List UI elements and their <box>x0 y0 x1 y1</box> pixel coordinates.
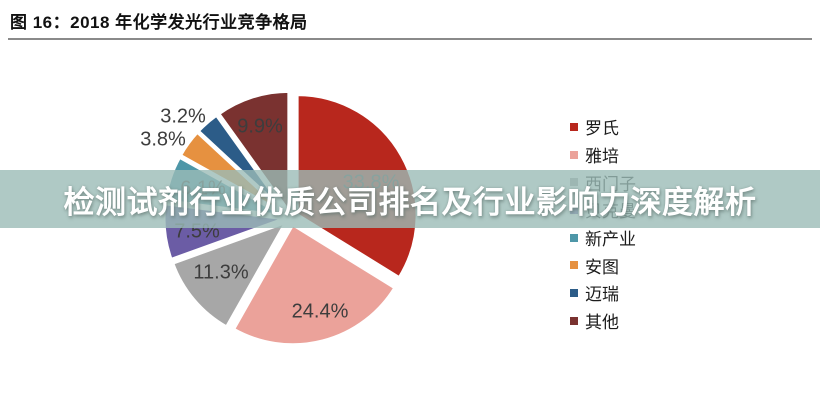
overlay-banner-text: 检测试剂行业优质公司排名及行业影响力深度解析 <box>63 184 757 220</box>
legend-swatch-icon <box>570 150 578 159</box>
legend-item-2: 雅培 <box>570 141 636 169</box>
legend-swatch-icon <box>570 288 578 297</box>
slice-label-7: 3.2% <box>160 105 206 127</box>
figure-title: 图 16：2018 年化学发光行业竞争格局 <box>10 13 308 32</box>
title-divider <box>8 38 812 40</box>
legend-swatch-icon <box>570 316 578 325</box>
overlay-banner: 检测试剂行业优质公司排名及行业影响力深度解析 <box>0 170 820 228</box>
legend-label: 雅培 <box>585 147 619 167</box>
legend-swatch-icon <box>570 233 578 242</box>
legend-label: 迈瑞 <box>585 285 619 305</box>
slice-label-6: 3.8% <box>140 128 186 150</box>
legend-label: 其他 <box>585 313 619 333</box>
legend-item-1: 罗氏 <box>570 113 636 141</box>
legend-swatch-icon <box>570 261 578 270</box>
legend-label: 新产业 <box>585 230 636 250</box>
legend-item-8: 其他 <box>570 307 636 335</box>
pie-slice-2 <box>232 223 397 347</box>
legend-label: 罗氏 <box>585 119 619 139</box>
legend-item-5: 新产业 <box>570 224 636 252</box>
slice-label-8: 9.9% <box>237 115 283 137</box>
slice-label-2: 24.4% <box>292 300 349 322</box>
legend-item-7: 迈瑞 <box>570 279 636 307</box>
legend-item-6: 安图 <box>570 251 636 279</box>
pie-slice-3 <box>171 221 288 329</box>
legend-swatch-icon <box>570 122 578 131</box>
slice-label-3: 11.3% <box>193 261 248 283</box>
legend-label: 安图 <box>585 257 619 277</box>
